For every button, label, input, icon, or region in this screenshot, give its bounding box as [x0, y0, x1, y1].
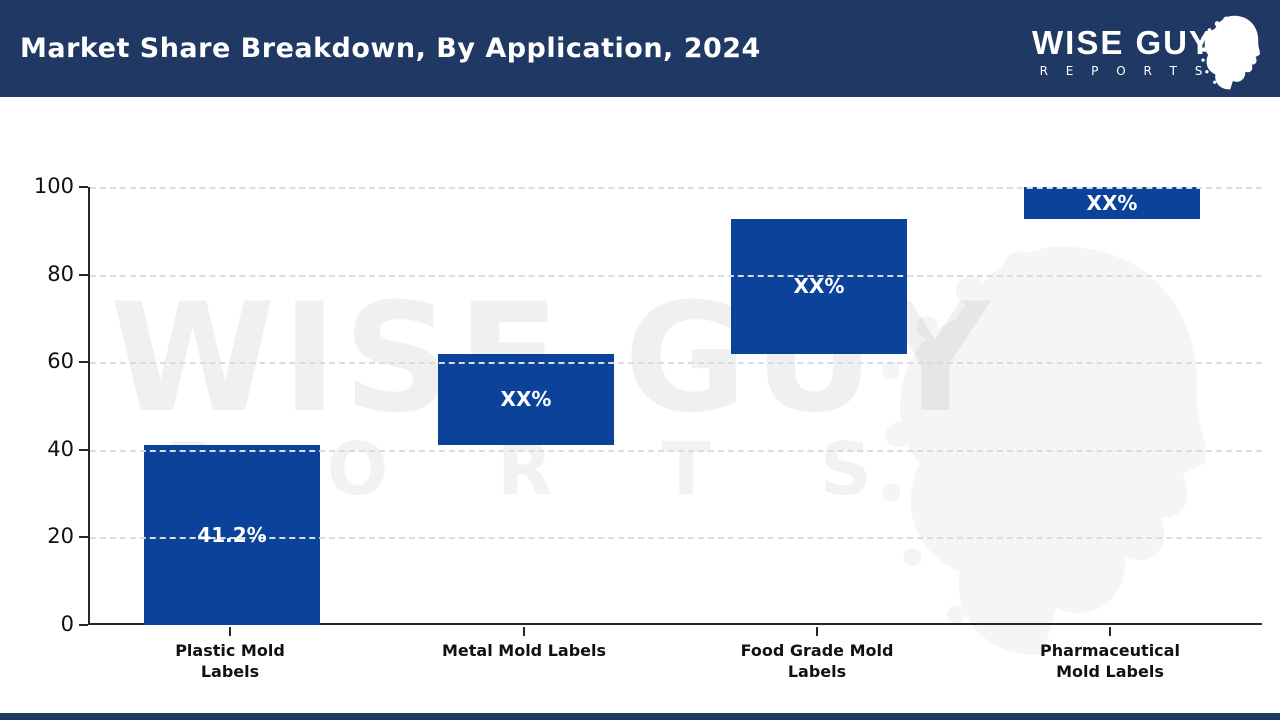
- bar-value-label-4: XX%: [1086, 190, 1138, 215]
- y-tick-label-100: 100: [33, 174, 74, 198]
- gridline-100: [90, 187, 1262, 189]
- chart-canvas: WISE GUY P O R T S 41.2% XX% XX% XX% 0 20 40 6…: [0, 97, 1280, 713]
- y-tick-mark-80: [79, 273, 88, 276]
- y-tick-label-20: 20: [47, 524, 74, 549]
- x-category-label-3: Food Grade Mold Labels: [740, 641, 894, 681]
- y-tick-mark-40: [79, 448, 88, 451]
- footer-band: [0, 713, 1280, 720]
- bar-value-label-2: XX%: [500, 387, 552, 412]
- x-tick-mark-3: [816, 627, 818, 636]
- brand-logo-text: WISE GUY R E P O R T S: [1032, 24, 1213, 78]
- y-tick-mark-20: [79, 536, 88, 539]
- bar-segment-1: [144, 444, 320, 625]
- bar-segment-4: [1024, 187, 1200, 219]
- brand-logo: WISE GUY R E P O R T S: [1012, 10, 1262, 90]
- plot-area: 41.2% XX% XX% XX%: [88, 187, 1262, 625]
- bar-segment-3: [731, 218, 907, 354]
- chart-title: Market Share Breakdown, By Application, …: [20, 33, 761, 64]
- bar-segment-2: [438, 353, 614, 445]
- y-tick-mark-60: [79, 361, 88, 364]
- y-tick-label-60: 60: [47, 349, 74, 374]
- bar-value-label-3: XX%: [793, 274, 845, 299]
- gridline-60: [90, 362, 1262, 365]
- gridline-40: [90, 449, 1262, 452]
- brand-subname: R E P O R T S: [1039, 64, 1210, 78]
- x-tick-mark-2: [523, 627, 525, 636]
- x-tick-mark-4: [1109, 627, 1111, 636]
- face-dots-icon: [1201, 15, 1260, 90]
- y-tick-mark-0: [79, 624, 88, 626]
- x-category-label-4: Pharmaceutical Mold Labels: [1040, 641, 1180, 681]
- x-category-label-2: Metal Mold Labels: [442, 641, 606, 660]
- gridline-80: [90, 274, 1262, 277]
- x-tick-mark-1: [229, 627, 231, 636]
- y-tick-label-0: 0: [60, 612, 74, 636]
- bar-value-label-1: 41.2%: [197, 522, 267, 547]
- x-category-label-1: Plastic Mold Labels: [175, 641, 285, 681]
- y-tick-label-80: 80: [47, 261, 74, 286]
- brand-name: WISE GUY: [1032, 24, 1214, 61]
- y-tick-label-40: 40: [47, 436, 74, 461]
- y-tick-mark-100: [79, 186, 88, 188]
- header: Market Share Breakdown, By Application, …: [0, 0, 1280, 97]
- gridline-20: [90, 537, 1262, 540]
